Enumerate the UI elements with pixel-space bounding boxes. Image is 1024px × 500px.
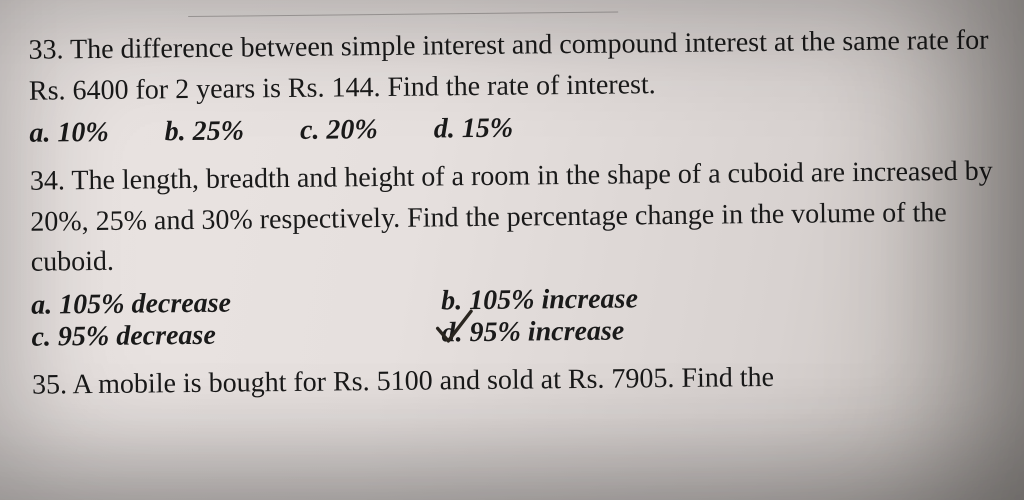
option-34-b: b. 105% increase [441,282,761,317]
question-34-text: 34. The length, breadth and height of a … [30,152,997,284]
option-33-b: b. 25% [165,116,245,149]
question-33: 33. The difference between simple intere… [28,21,995,150]
horizontal-rule [188,12,618,18]
question-33-number: 33. [28,34,63,65]
option-33-a: a. 10% [29,117,109,150]
question-34-body: The length, breadth and height of a room… [30,156,993,278]
option-34-c: c. 95% decrease [31,318,351,353]
question-33-body: The difference between simple interest a… [29,25,989,107]
question-34-options: a. 105% decrease b. 105% increase c. 95%… [31,280,998,354]
question-34-number: 34. [30,166,65,197]
question-34: 34. The length, breadth and height of a … [30,152,998,354]
option-33-d: d. 15% [434,113,514,146]
question-35-text: 35. A mobile is bought for Rs. 5100 and … [32,356,998,407]
question-33-options: a. 10% b. 25% c. 20% d. 15% [29,108,995,150]
question-35: 35. A mobile is bought for Rs. 5100 and … [32,356,998,407]
question-35-body: A mobile is bought for Rs. 5100 and sold… [72,362,774,400]
question-33-text: 33. The difference between simple intere… [28,21,995,112]
option-34-d: d. 95% increase [441,315,624,348]
option-34-d-wrap: d. 95% increase [441,314,761,349]
page-content: 33. The difference between simple intere… [0,0,1024,407]
option-33-c: c. 20% [300,114,378,147]
question-35-number: 35. [32,369,67,400]
option-34-a: a. 105% decrease [31,286,351,321]
